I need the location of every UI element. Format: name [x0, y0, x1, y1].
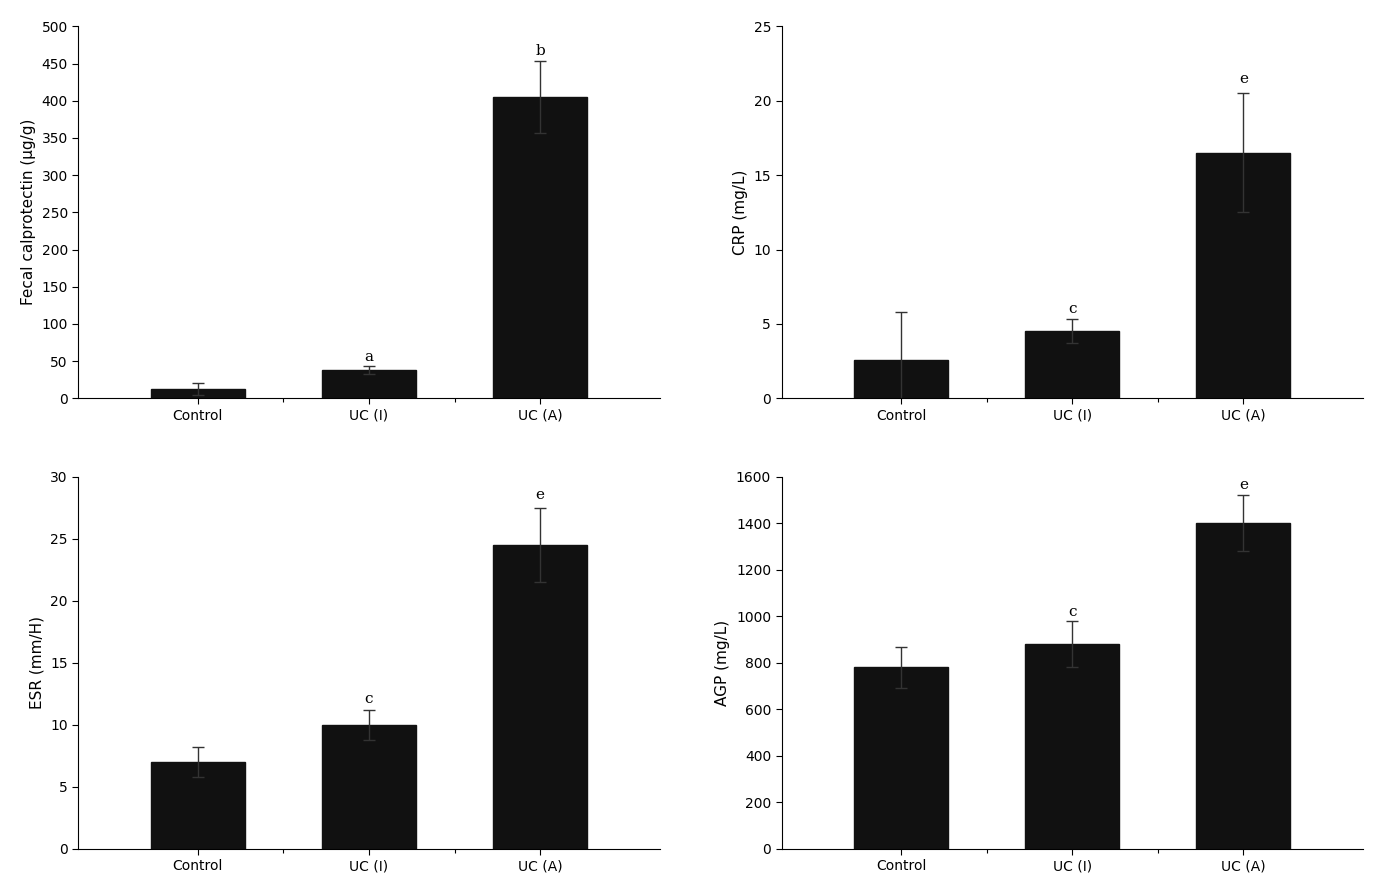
Bar: [854, 359, 948, 399]
Bar: [493, 97, 587, 399]
Text: c: c: [1068, 604, 1077, 619]
Y-axis label: CRP (mg/L): CRP (mg/L): [734, 170, 747, 255]
Text: b: b: [536, 44, 545, 57]
Bar: [493, 545, 587, 848]
Bar: [322, 725, 417, 848]
Bar: [854, 668, 948, 848]
Bar: [151, 762, 245, 848]
Text: e: e: [1239, 478, 1248, 492]
Text: a: a: [364, 350, 374, 364]
Bar: [322, 370, 417, 399]
Y-axis label: AGP (mg/L): AGP (mg/L): [716, 620, 731, 706]
Text: c: c: [1068, 302, 1077, 316]
Text: e: e: [536, 487, 544, 502]
Bar: [1196, 523, 1290, 848]
Y-axis label: ESR (mm/H): ESR (mm/H): [29, 616, 44, 709]
Bar: [1026, 332, 1120, 399]
Bar: [1196, 153, 1290, 399]
Bar: [151, 390, 245, 399]
Y-axis label: Fecal calprotectin (μg/g): Fecal calprotectin (μg/g): [21, 119, 36, 306]
Text: e: e: [1239, 72, 1248, 86]
Text: c: c: [365, 692, 374, 706]
Bar: [1026, 645, 1120, 848]
